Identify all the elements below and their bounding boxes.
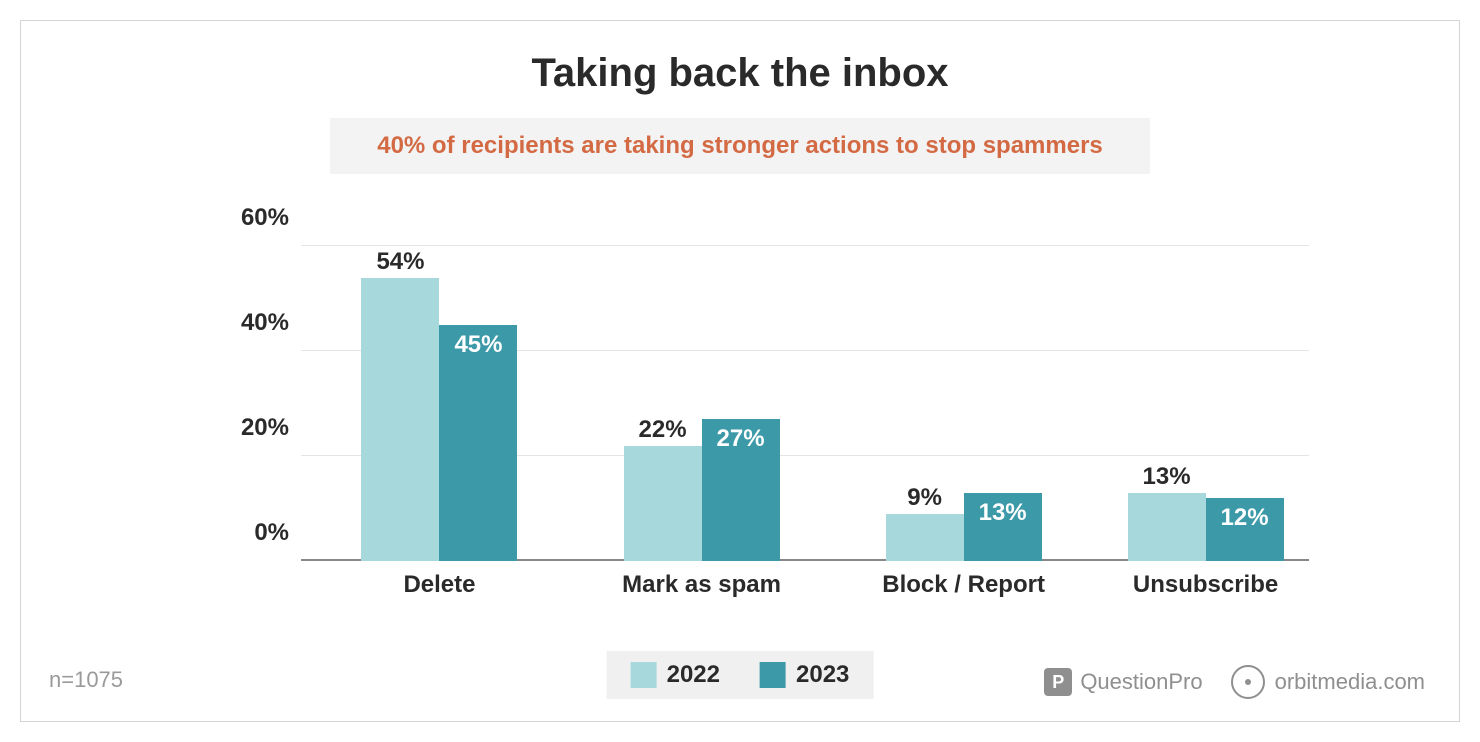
x-axis-label: Block / Report: [864, 571, 1064, 599]
orbitmedia-icon: [1231, 665, 1265, 699]
chart-subtitle: 40% of recipients are taking stronger ac…: [330, 118, 1150, 174]
legend-label: 2022: [667, 661, 720, 689]
bar-group: 13%12%Unsubscribe: [1128, 246, 1284, 561]
bar-2023: 45%: [439, 325, 517, 561]
bar-2023: 27%: [702, 419, 780, 561]
legend-item-2022: 2022: [631, 661, 720, 689]
legend-swatch: [760, 662, 786, 688]
chart-area: 0%20%40%60%54%45%Delete22%27%Mark as spa…: [231, 236, 1309, 601]
plot-area: 0%20%40%60%54%45%Delete22%27%Mark as spa…: [301, 246, 1309, 561]
y-axis-label: 60%: [241, 204, 289, 232]
y-axis-label: 20%: [241, 414, 289, 442]
bar-group: 22%27%Mark as spam: [624, 246, 780, 561]
y-axis-label: 0%: [254, 519, 289, 547]
bar-value-label: 12%: [1206, 504, 1284, 532]
chart-title: Taking back the inbox: [21, 51, 1459, 96]
bar-2022: 54%: [361, 278, 439, 562]
bar-value-label: 27%: [702, 425, 780, 453]
orbitmedia-badge: orbitmedia.com: [1231, 665, 1425, 699]
questionpro-icon: P: [1044, 668, 1072, 696]
bar-2022: 22%: [624, 446, 702, 562]
bar-2023: 12%: [1206, 498, 1284, 561]
questionpro-label: QuestionPro: [1080, 669, 1202, 695]
bar-2023: 13%: [964, 493, 1042, 561]
legend-item-2023: 2023: [760, 661, 849, 689]
legend: 2022 2023: [607, 651, 874, 699]
bar-value-label: 13%: [1128, 463, 1206, 491]
sample-size: n=1075: [49, 667, 123, 693]
legend-label: 2023: [796, 661, 849, 689]
bar-group: 9%13%Block / Report: [886, 246, 1042, 561]
y-axis-label: 40%: [241, 309, 289, 337]
x-axis-label: Delete: [339, 571, 539, 599]
bar-group: 54%45%Delete: [361, 246, 517, 561]
bar-value-label: 9%: [886, 484, 964, 512]
bar-value-label: 13%: [964, 499, 1042, 527]
bar-value-label: 45%: [439, 331, 517, 359]
x-axis-label: Mark as spam: [602, 571, 802, 599]
legend-swatch: [631, 662, 657, 688]
orbitmedia-label: orbitmedia.com: [1275, 669, 1425, 695]
x-axis-label: Unsubscribe: [1106, 571, 1306, 599]
bar-value-label: 22%: [624, 416, 702, 444]
footer-brands: P QuestionPro orbitmedia.com: [1044, 665, 1425, 699]
bar-2022: 9%: [886, 514, 964, 561]
bar-value-label: 54%: [361, 248, 439, 276]
bar-2022: 13%: [1128, 493, 1206, 561]
chart-card: Taking back the inbox 40% of recipients …: [20, 20, 1460, 722]
questionpro-badge: P QuestionPro: [1044, 668, 1202, 696]
